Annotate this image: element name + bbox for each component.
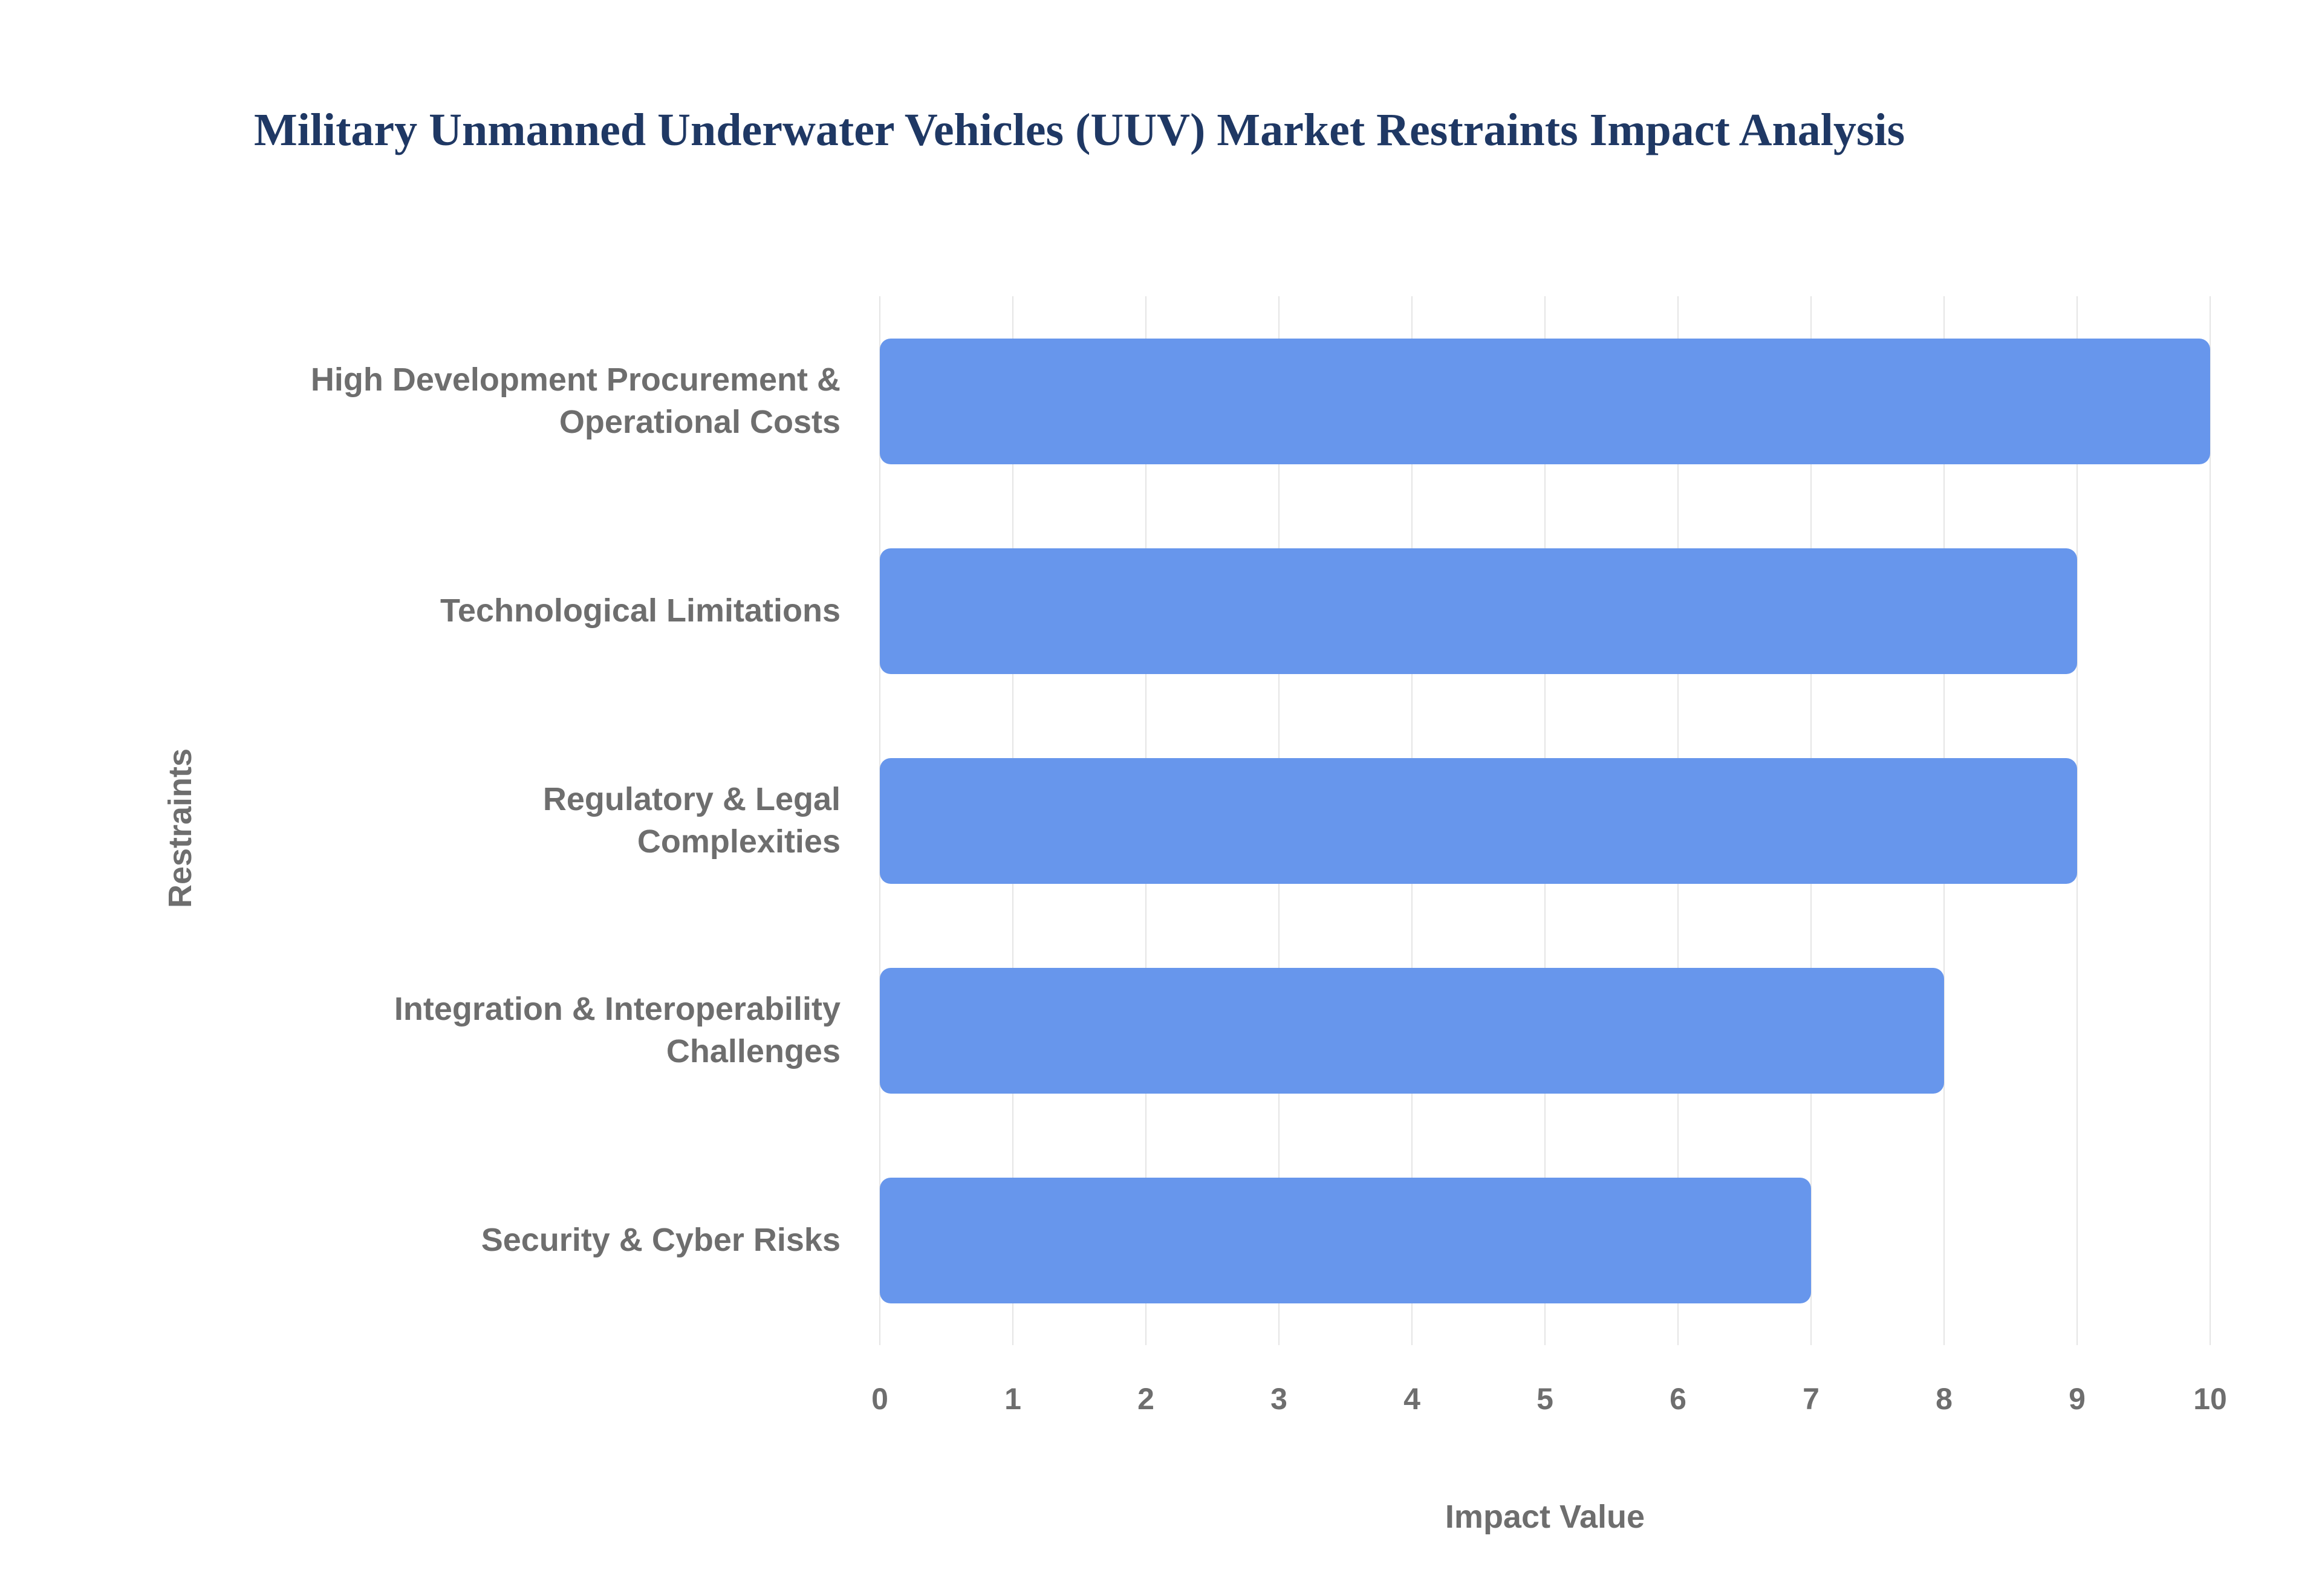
x-tick-label: 10 — [2193, 1382, 2227, 1416]
chart-title: Military Unmanned Underwater Vehicles (U… — [254, 105, 1905, 155]
bar-row — [880, 716, 2210, 926]
bar-row — [880, 926, 2210, 1135]
x-axis-title: Impact Value — [1445, 1499, 1645, 1535]
x-tick-label: 1 — [1004, 1382, 1021, 1416]
x-tick-label: 2 — [1137, 1382, 1154, 1416]
category-label: Technological Limitations — [440, 592, 841, 629]
x-tick-label: 3 — [1270, 1382, 1287, 1416]
bar — [880, 967, 1944, 1094]
x-tick-label: 5 — [1537, 1382, 1553, 1416]
plot-area — [879, 296, 2211, 1345]
x-tick-label: 4 — [1403, 1382, 1420, 1416]
x-tick-label: 8 — [1936, 1382, 1953, 1416]
category-label-column: High Development Procurement & Operation… — [230, 296, 841, 1345]
bar-row — [880, 506, 2210, 716]
category-label: Integration & Interoperability Challenge… — [394, 991, 841, 1069]
x-tick-label: 0 — [871, 1382, 888, 1416]
bar-row — [880, 1135, 2210, 1345]
bar — [880, 338, 2210, 464]
category-label: High Development Procurement & Operation… — [310, 362, 841, 440]
bar — [880, 548, 2077, 674]
bar — [880, 757, 2077, 884]
gridline — [2076, 296, 2078, 1345]
category-label: Security & Cyber Risks — [481, 1221, 841, 1258]
category-label: Regulatory & Legal Complexities — [542, 781, 841, 860]
bar-row — [880, 296, 2210, 506]
x-tick-label: 6 — [1670, 1382, 1686, 1416]
bar — [880, 1177, 1811, 1303]
y-axis-title: Restraints — [162, 748, 198, 909]
x-tick-label: 7 — [1803, 1382, 1820, 1416]
x-tick-label: 9 — [2069, 1382, 2086, 1416]
gridline — [2210, 296, 2211, 1345]
x-axis-ticks: 0 1 2 3 4 5 6 7 8 9 10 — [871, 1381, 2227, 1424]
